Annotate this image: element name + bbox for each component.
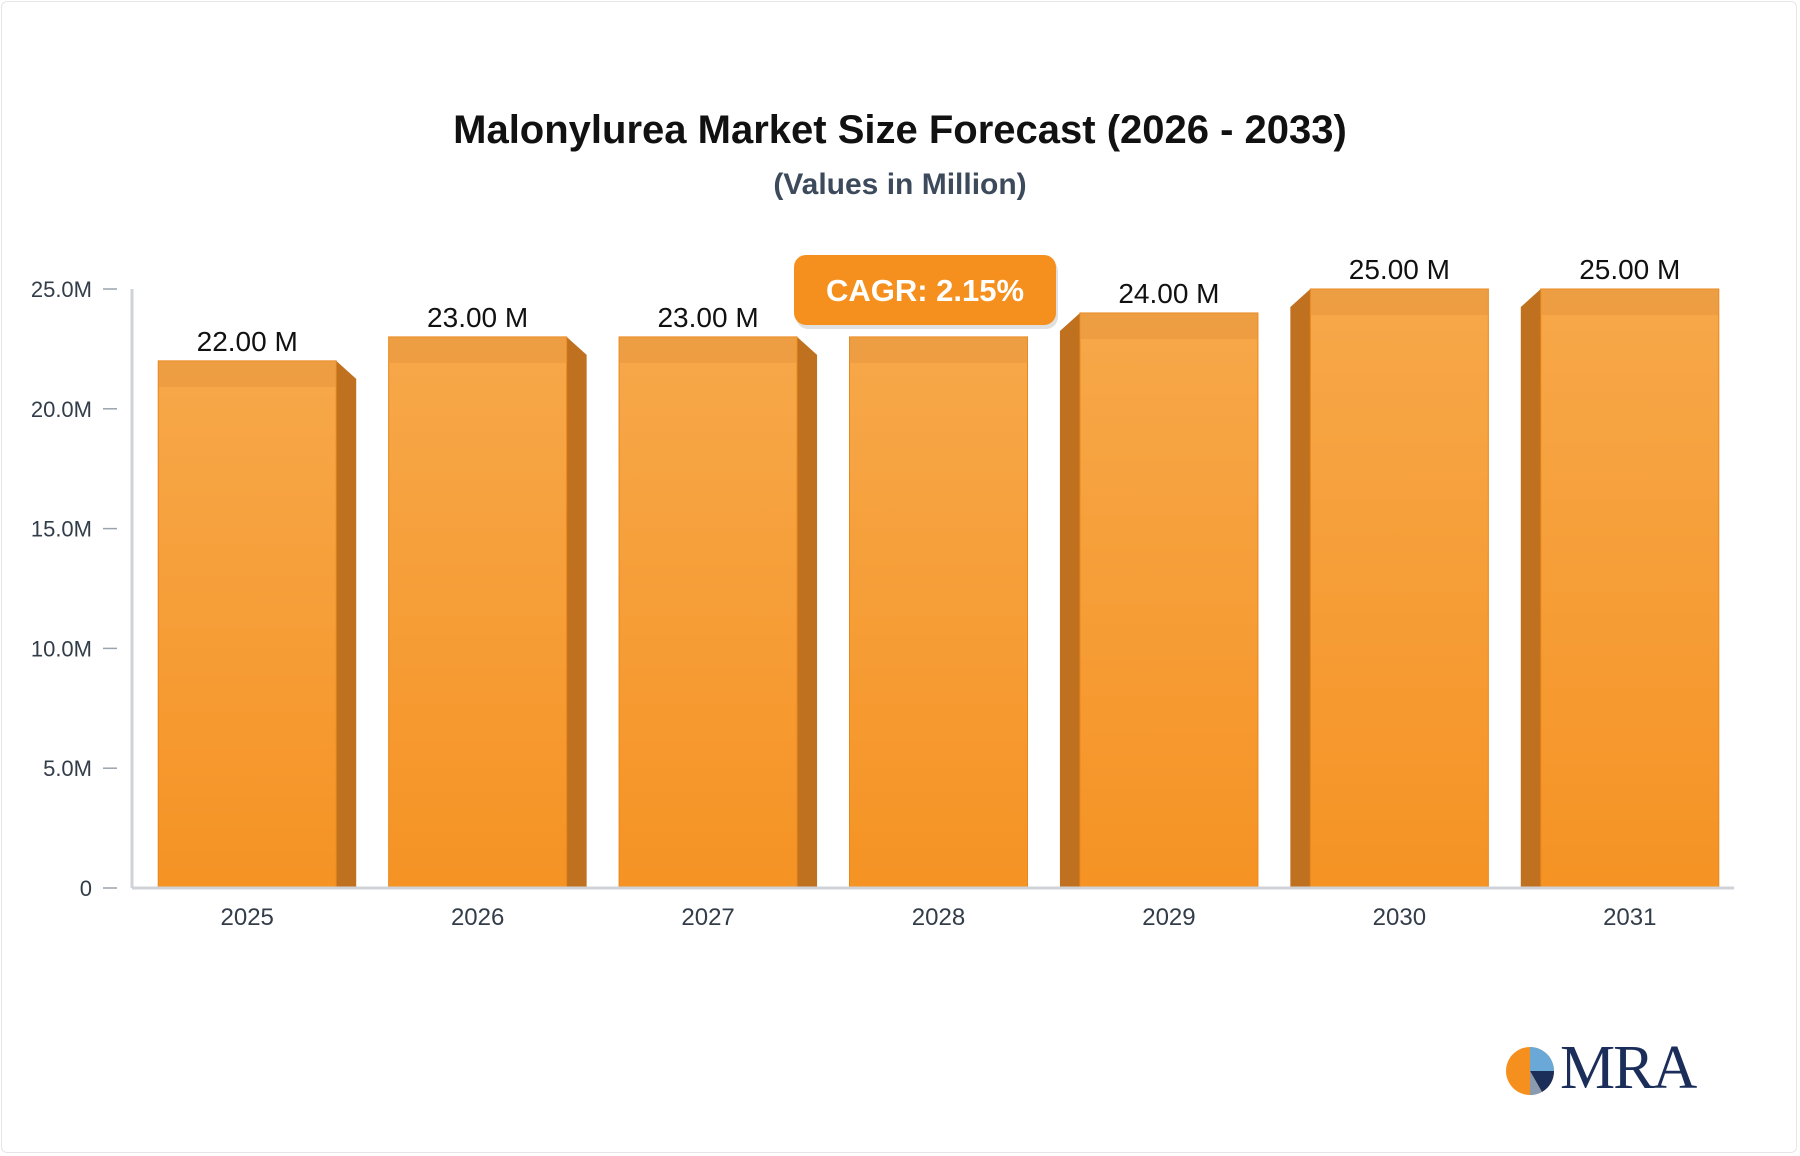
- bar-side-face: [1290, 289, 1311, 888]
- bar-side-face: [797, 336, 818, 888]
- chart-title: Malonylurea Market Size Forecast (2026 -…: [453, 108, 1347, 152]
- cagr-label: CAGR: 2.15%: [826, 273, 1024, 308]
- bar-top-band: [1079, 312, 1258, 339]
- logo-text: MRA: [1560, 1034, 1697, 1102]
- bar-front-face: [157, 360, 337, 889]
- bar-top-band: [158, 360, 337, 387]
- data-label: 22.00 M: [197, 326, 298, 357]
- data-label: 23.00 M: [427, 302, 528, 333]
- bar-front-face: [1079, 312, 1259, 889]
- x-tick-label: 2031: [1603, 904, 1656, 931]
- bar-top-band: [619, 336, 798, 363]
- bar-side-face: [1520, 289, 1541, 888]
- bar-front-face: [849, 336, 1028, 889]
- bar-2030: [1290, 288, 1489, 889]
- data-label: 25.00 M: [1579, 254, 1680, 285]
- data-label: 24.00 M: [1118, 278, 1219, 309]
- bar-front-face: [618, 336, 798, 889]
- bar-top-band: [1310, 289, 1489, 315]
- bar-front-face: [1309, 288, 1489, 889]
- bar-2028: [849, 336, 1028, 889]
- cagr-badge: CAGR: 2.15%: [794, 255, 1058, 329]
- bar-2029: [1059, 312, 1259, 889]
- y-tick-label: 15.0M: [31, 517, 92, 542]
- bar-2026: [388, 336, 587, 889]
- bar-side-face: [1059, 312, 1080, 889]
- cagr-badge-box: [794, 255, 1056, 325]
- x-tick-label: 2027: [681, 904, 734, 931]
- pie-logo-icon: [1506, 1047, 1555, 1096]
- data-label: 25.00 M: [1349, 254, 1450, 285]
- bar-top-band: [388, 336, 567, 363]
- x-tick-label: 2028: [912, 904, 965, 931]
- y-tick-label: 20.0M: [31, 397, 92, 422]
- data-label: 23.00 M: [657, 302, 758, 333]
- chart-subtitle: (Values in Million): [773, 168, 1027, 201]
- x-tick-label: 2030: [1373, 904, 1426, 931]
- bar-front-face: [388, 336, 568, 889]
- x-tick-label: 2025: [221, 904, 274, 931]
- bar-side-face: [566, 336, 587, 888]
- x-tick-label: 2029: [1142, 904, 1195, 931]
- bar-2025: [157, 360, 357, 889]
- mra-logo: MRA: [1504, 1034, 1697, 1102]
- bar-2031: [1520, 288, 1720, 889]
- bar-front-face: [1540, 288, 1720, 889]
- y-tick-label: 25.0M: [31, 277, 92, 302]
- bar-side-face: [336, 360, 357, 888]
- x-tick-label: 2026: [451, 904, 504, 931]
- y-tick-label: 0: [80, 876, 92, 901]
- bar-top-band: [849, 336, 1028, 363]
- y-tick-label: 5.0M: [43, 756, 92, 781]
- bar-top-band: [1540, 289, 1719, 315]
- bar-2027: [618, 336, 818, 889]
- y-tick-label: 10.0M: [31, 636, 92, 661]
